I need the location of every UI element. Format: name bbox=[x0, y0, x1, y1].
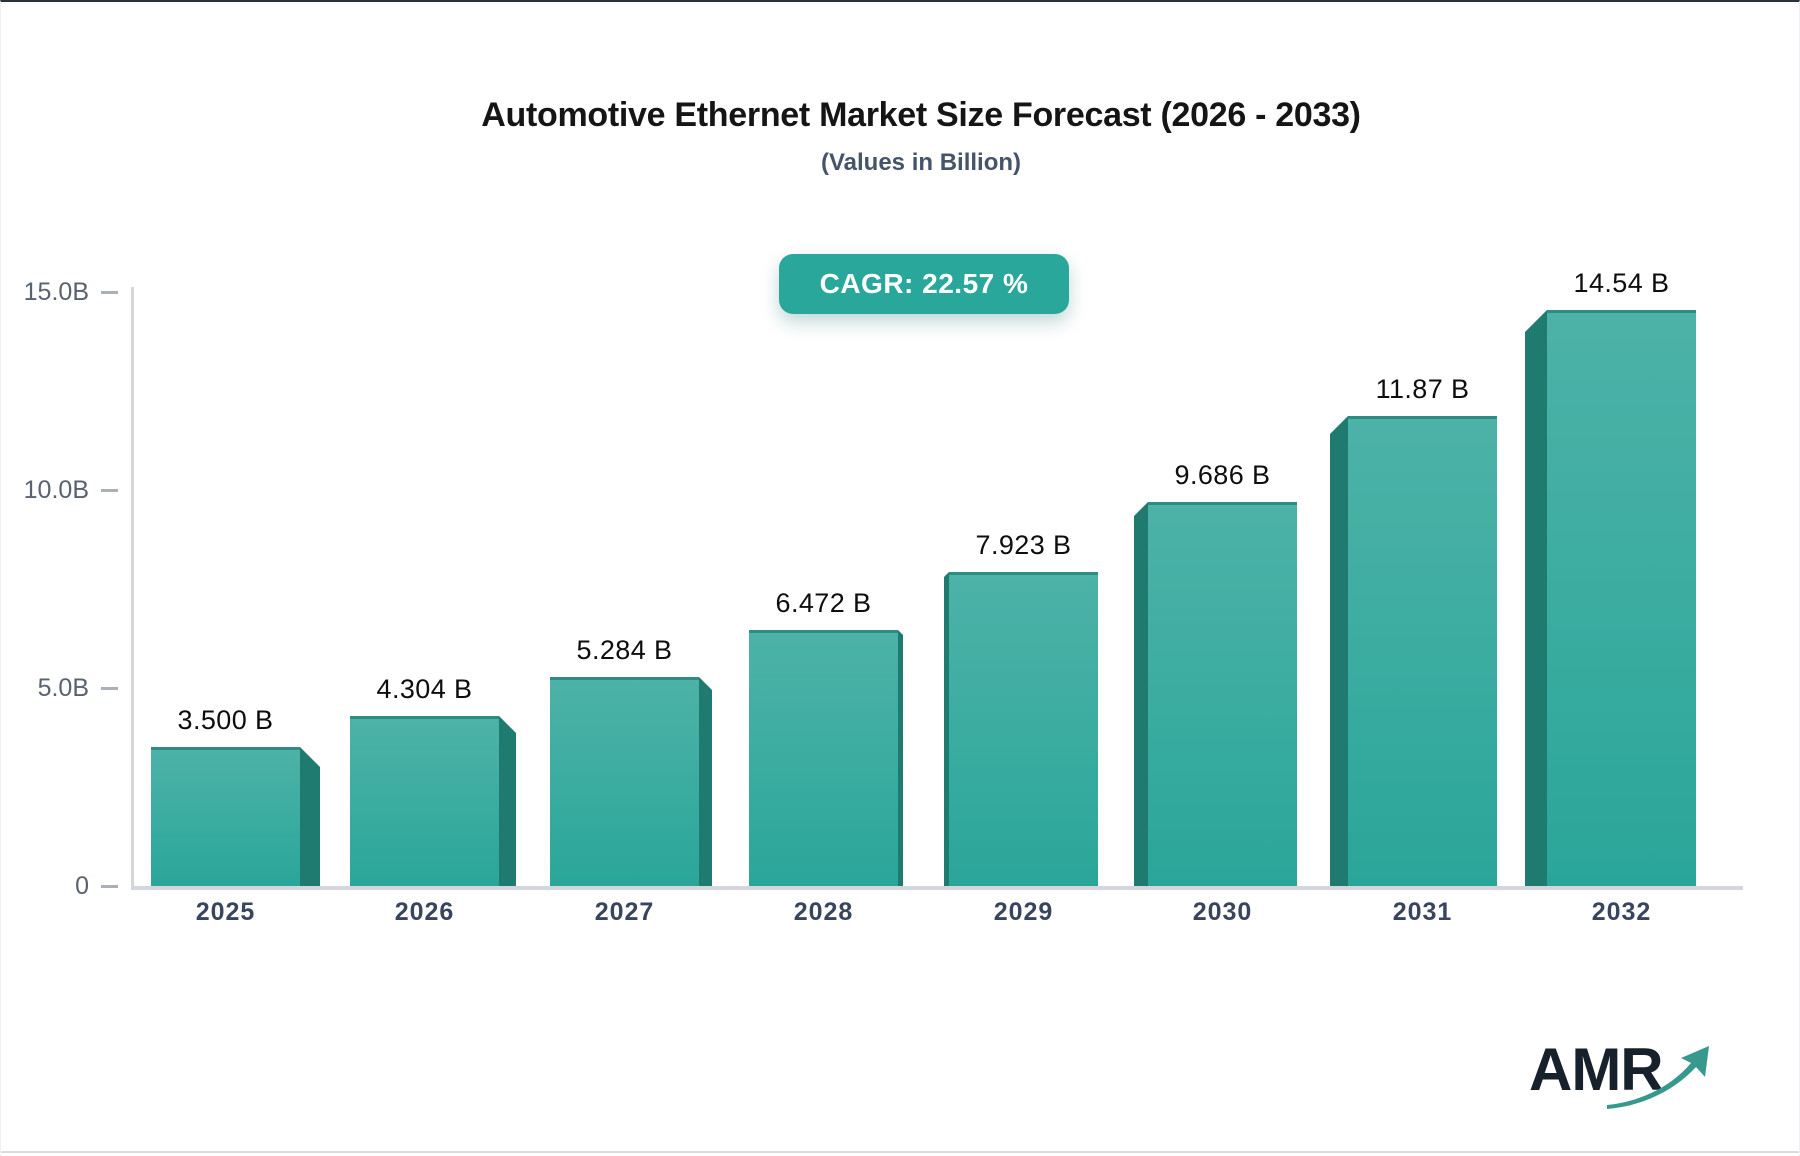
bar-2026 bbox=[350, 716, 499, 886]
bar-2029 bbox=[949, 572, 1098, 886]
growth-arrow-icon bbox=[1607, 1046, 1709, 1109]
bar-side-3d bbox=[1330, 416, 1348, 886]
x-axis-label: 2030 bbox=[1192, 898, 1253, 926]
x-axis-label: 2032 bbox=[1591, 898, 1652, 926]
x-axis-line bbox=[131, 886, 1743, 890]
bar-2028 bbox=[749, 630, 898, 886]
y-tick-mark bbox=[101, 488, 118, 492]
bar-value-label: 3.500 B bbox=[177, 705, 274, 735]
bar-value-label: 14.54 B bbox=[1573, 268, 1670, 298]
bar-2032 bbox=[1547, 310, 1696, 886]
chart-title: Automotive Ethernet Market Size Forecast… bbox=[481, 96, 1361, 134]
bar-value-label: 4.304 B bbox=[376, 674, 473, 704]
bar-2031 bbox=[1348, 416, 1497, 886]
x-axis-label: 2031 bbox=[1392, 898, 1453, 926]
y-tick-mark bbox=[101, 884, 118, 888]
bar-side-3d bbox=[1134, 502, 1148, 886]
bar-value-label: 5.284 B bbox=[576, 635, 673, 665]
y-tick-mark bbox=[101, 290, 118, 294]
bar-2030 bbox=[1148, 502, 1297, 886]
y-tick-label: 5.0B bbox=[37, 674, 89, 702]
bar-side-3d bbox=[898, 630, 903, 886]
bar-value-label: 7.923 B bbox=[975, 530, 1072, 560]
bar-2025 bbox=[151, 747, 300, 886]
y-tick-label: 0 bbox=[75, 872, 89, 900]
x-axis-label: 2028 bbox=[793, 898, 854, 926]
bar-2027 bbox=[550, 677, 699, 886]
cagr-badge: CAGR: 22.57 % bbox=[779, 254, 1069, 314]
bar-value-label: 11.87 B bbox=[1375, 374, 1470, 404]
bar-side-3d bbox=[300, 747, 320, 886]
x-axis-label: 2027 bbox=[594, 898, 655, 926]
chart-subtitle: (Values in Billion) bbox=[820, 149, 1022, 176]
y-tick-mark bbox=[101, 686, 118, 690]
x-axis-label: 2026 bbox=[394, 898, 455, 926]
bar-side-3d bbox=[499, 716, 516, 886]
amr-logo-text: AMR bbox=[1529, 1036, 1664, 1103]
bar-side-3d bbox=[699, 677, 712, 886]
y-axis-line bbox=[131, 287, 134, 886]
y-tick-label: 15.0B bbox=[23, 278, 89, 306]
bar-value-label: 6.472 B bbox=[775, 588, 872, 618]
x-axis-label: 2029 bbox=[993, 898, 1054, 926]
bottom-rule bbox=[1, 1151, 1799, 1153]
x-axis-label: 2025 bbox=[195, 898, 256, 926]
y-tick-label: 10.0B bbox=[23, 476, 89, 504]
bar-value-label: 9.686 B bbox=[1174, 460, 1271, 490]
bar-side-3d bbox=[944, 572, 949, 886]
bar-side-3d bbox=[1525, 310, 1547, 886]
